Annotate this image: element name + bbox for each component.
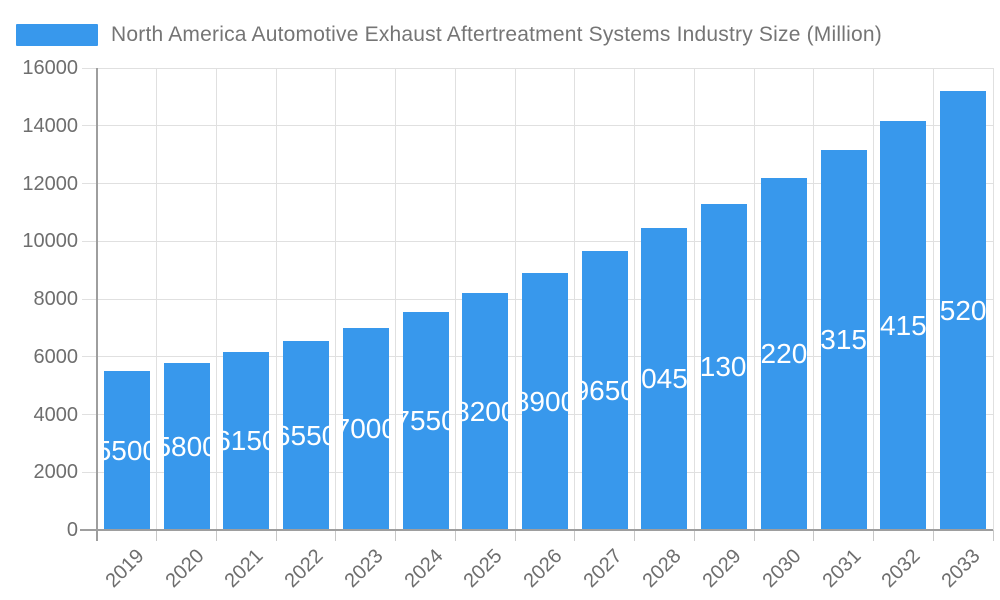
bar-2023[interactable]: 7000 xyxy=(342,328,389,530)
x-tick-label: 2027 xyxy=(579,545,627,593)
bar-2022[interactable]: 6550 xyxy=(283,341,330,530)
x-tick xyxy=(395,530,397,541)
x-gridline xyxy=(574,68,576,530)
y-tick-label: 12000 xyxy=(22,172,78,195)
x-gridline xyxy=(275,68,277,530)
bar-2029[interactable]: 11300 xyxy=(701,204,748,530)
bar-value-label: 14150 xyxy=(880,309,927,341)
bar-2027[interactable]: 9650 xyxy=(581,251,628,530)
x-gridline xyxy=(215,68,217,530)
bar-2021[interactable]: 6150 xyxy=(223,352,270,530)
x-tick-label: 2025 xyxy=(459,545,507,593)
bar-value-label: 10450 xyxy=(641,363,688,394)
x-tick xyxy=(156,530,158,541)
x-axis-line xyxy=(96,529,993,531)
y-axis-line xyxy=(96,68,98,541)
x-tick xyxy=(275,530,277,541)
bar-2031[interactable]: 13150 xyxy=(820,150,867,530)
y-tick-label: 8000 xyxy=(33,288,79,310)
x-tick-label: 2022 xyxy=(280,545,328,593)
x-gridline xyxy=(813,68,815,530)
y-tick-label: 14000 xyxy=(22,114,78,137)
bar-value-label: 5800 xyxy=(164,430,210,462)
bar-value-label: 12200 xyxy=(760,338,807,369)
bar-value-label: 9650 xyxy=(582,374,628,406)
y-tick-label: 16000 xyxy=(22,57,78,79)
y-gridline xyxy=(82,125,993,127)
bar-value-label: 7550 xyxy=(403,405,449,436)
x-tick-label: 2026 xyxy=(519,545,567,593)
x-tick-label: 2029 xyxy=(698,545,746,593)
x-tick xyxy=(932,530,934,541)
x-tick xyxy=(514,530,516,541)
y-gridline xyxy=(82,67,993,69)
legend-swatch xyxy=(16,24,98,46)
x-gridline xyxy=(454,68,456,530)
bar-2028[interactable]: 10450 xyxy=(641,228,688,530)
x-gridline xyxy=(873,68,875,530)
x-tick xyxy=(335,530,337,541)
bar-value-label: 11300 xyxy=(701,351,747,382)
x-tick-label: 2021 xyxy=(220,545,268,593)
x-gridline xyxy=(932,68,934,530)
x-tick-label: 2032 xyxy=(877,545,925,593)
x-tick xyxy=(813,530,815,541)
bar-value-label: 7000 xyxy=(343,413,389,444)
bar-value-label: 8200 xyxy=(462,395,508,427)
bar-2026[interactable]: 8900 xyxy=(522,273,568,530)
x-tick xyxy=(753,530,755,541)
y-tick xyxy=(80,529,97,531)
x-tick-label: 2023 xyxy=(340,545,388,593)
bar-value-label: 13150 xyxy=(820,324,867,355)
x-tick xyxy=(992,530,994,541)
y-tick-label: 6000 xyxy=(33,345,79,368)
x-tick xyxy=(574,530,576,541)
y-tick-label: 10000 xyxy=(22,230,78,253)
bar-value-label: 15200 xyxy=(940,294,987,326)
x-tick-label: 2033 xyxy=(937,545,985,593)
x-gridline xyxy=(335,68,337,530)
bar-2025[interactable]: 8200 xyxy=(462,293,509,530)
y-gridline xyxy=(82,240,993,242)
bar-value-label: 8900 xyxy=(522,385,568,417)
y-tick-label: 0 xyxy=(66,519,78,541)
x-gridline xyxy=(992,68,994,530)
x-tick-label: 2030 xyxy=(758,545,806,593)
bar-2024[interactable]: 7550 xyxy=(402,312,449,530)
chart-title: North America Automotive Exhaust Aftertr… xyxy=(111,23,882,46)
x-tick-label: 2024 xyxy=(400,545,448,593)
x-gridline xyxy=(156,68,158,530)
x-tick xyxy=(873,530,875,541)
x-tick-label: 2028 xyxy=(638,545,687,593)
x-tick-label: 2020 xyxy=(161,545,209,593)
x-gridline xyxy=(693,68,695,530)
y-tick-label: 4000 xyxy=(33,403,79,426)
bar-2030[interactable]: 12200 xyxy=(760,178,807,530)
bar-2033[interactable]: 15200 xyxy=(940,91,987,530)
bar-2032[interactable]: 14150 xyxy=(880,121,927,530)
x-tick xyxy=(454,530,456,541)
x-tick xyxy=(215,530,217,541)
x-tick-label: 2031 xyxy=(818,545,866,593)
x-gridline xyxy=(753,68,755,530)
x-gridline xyxy=(395,68,397,530)
bar-value-label: 6150 xyxy=(223,425,269,456)
legend[interactable]: North America Automotive Exhaust Aftertr… xyxy=(16,23,996,47)
x-tick-label: 2019 xyxy=(101,545,149,593)
bar-2020[interactable]: 5800 xyxy=(163,363,210,530)
y-tick-label: 2000 xyxy=(33,461,79,484)
x-tick xyxy=(634,530,636,541)
bar-value-label: 6550 xyxy=(283,419,329,451)
x-gridline xyxy=(514,68,516,530)
x-gridline xyxy=(634,68,636,530)
x-tick xyxy=(693,530,695,541)
y-gridline xyxy=(82,183,993,184)
